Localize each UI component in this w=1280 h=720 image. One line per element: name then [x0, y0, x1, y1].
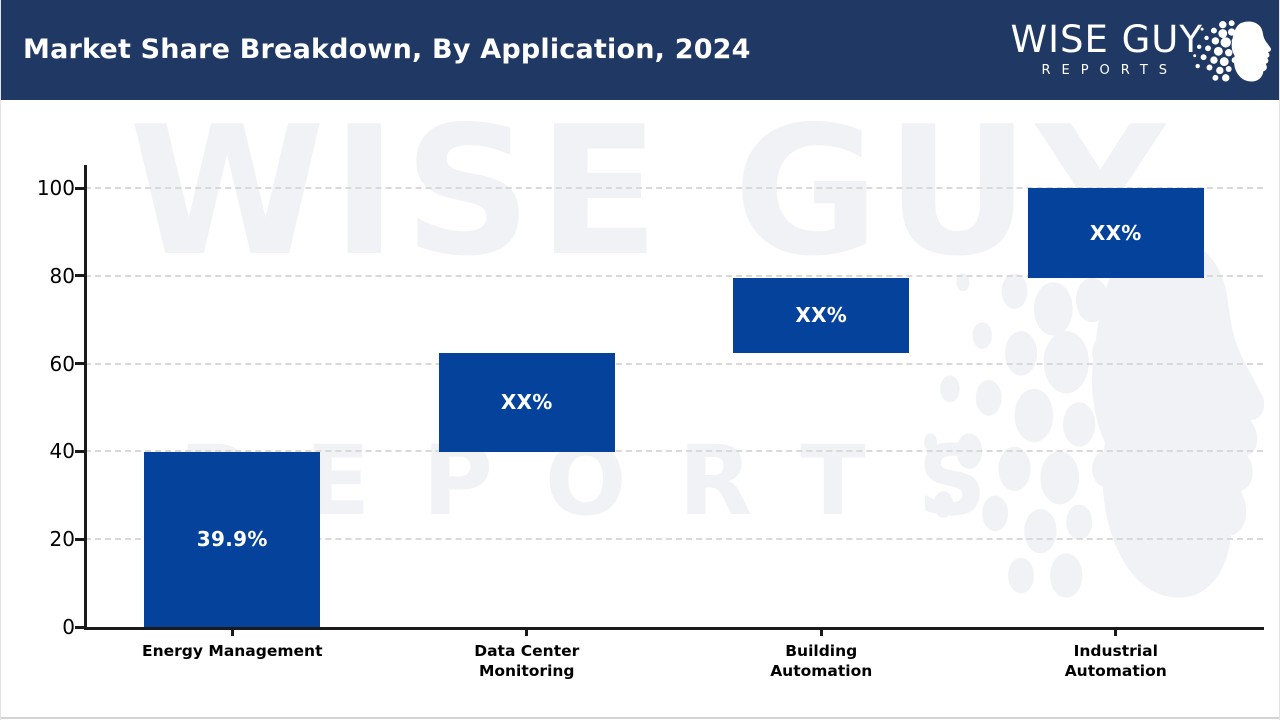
x-axis-tick [525, 630, 529, 636]
y-axis-tick [75, 186, 84, 190]
category-label-line: Data Center [474, 642, 580, 660]
y-axis-tick [75, 537, 84, 541]
gridline [85, 187, 1263, 189]
header-bar: Market Share Breakdown, By Application, … [1, 0, 1279, 100]
category-label-line: Building [785, 642, 858, 660]
waterfall-bar: XX% [1027, 188, 1204, 278]
y-axis-tick-label: 40 [49, 439, 75, 464]
gridline [85, 362, 1263, 365]
x-axis-tick [230, 630, 234, 636]
waterfall-bar: XX% [438, 352, 615, 452]
x-axis-category-label: Building Automation [671, 641, 971, 681]
y-axis-tick [75, 274, 84, 278]
wiseguy-logo: WISE GUY REPORTS [1007, 6, 1275, 96]
x-axis-tick [819, 630, 823, 636]
y-axis-tick-label: 60 [49, 351, 75, 376]
gridline [85, 450, 1263, 453]
category-label-line: Industrial [1073, 642, 1158, 660]
y-axis-tick-label: 100 [36, 176, 75, 200]
logo-wordmark: WISE GUY [1010, 18, 1203, 61]
x-axis-line [84, 627, 1264, 630]
gridline [85, 538, 1263, 541]
waterfall-bar: XX% [733, 277, 910, 353]
chart-title: Market Share Breakdown, By Application, … [23, 34, 751, 65]
x-axis-category-label: Industrial Automation [966, 641, 1266, 681]
y-axis-tick [75, 362, 84, 366]
category-label-line: Automation [1064, 662, 1167, 680]
y-axis-tick-label: 0 [62, 615, 75, 639]
y-axis-line [84, 165, 87, 630]
bar-value-label: XX% [500, 390, 553, 415]
watermark-wordmark: WISE GUY [129, 88, 1171, 295]
category-label-line: Energy Management [142, 642, 323, 660]
bar-value-label: XX% [795, 303, 848, 328]
x-axis-category-label: Energy Management [82, 641, 382, 661]
y-axis-tick-label: 20 [49, 527, 75, 552]
bar-value-label: 39.9% [196, 527, 268, 552]
category-label-line: Monitoring [478, 662, 575, 680]
y-axis-tick [75, 449, 84, 453]
y-axis-tick-label: 80 [49, 263, 75, 288]
x-axis-category-label: Data Center Monitoring [377, 641, 677, 681]
logo-subtitle: REPORTS [1041, 63, 1179, 78]
y-axis-tick [75, 625, 84, 629]
bar-value-label: XX% [1089, 220, 1142, 245]
page-bottom-rule [1, 717, 1279, 719]
category-label-line: Automation [770, 662, 873, 680]
x-axis-tick [1114, 630, 1118, 636]
gridline [85, 274, 1263, 277]
waterfall-bar: 39.9% [144, 451, 321, 627]
watermark: WISE GUY REPORTS [1, 88, 1279, 720]
logo-text: WISE GUY REPORTS [1010, 18, 1203, 79]
